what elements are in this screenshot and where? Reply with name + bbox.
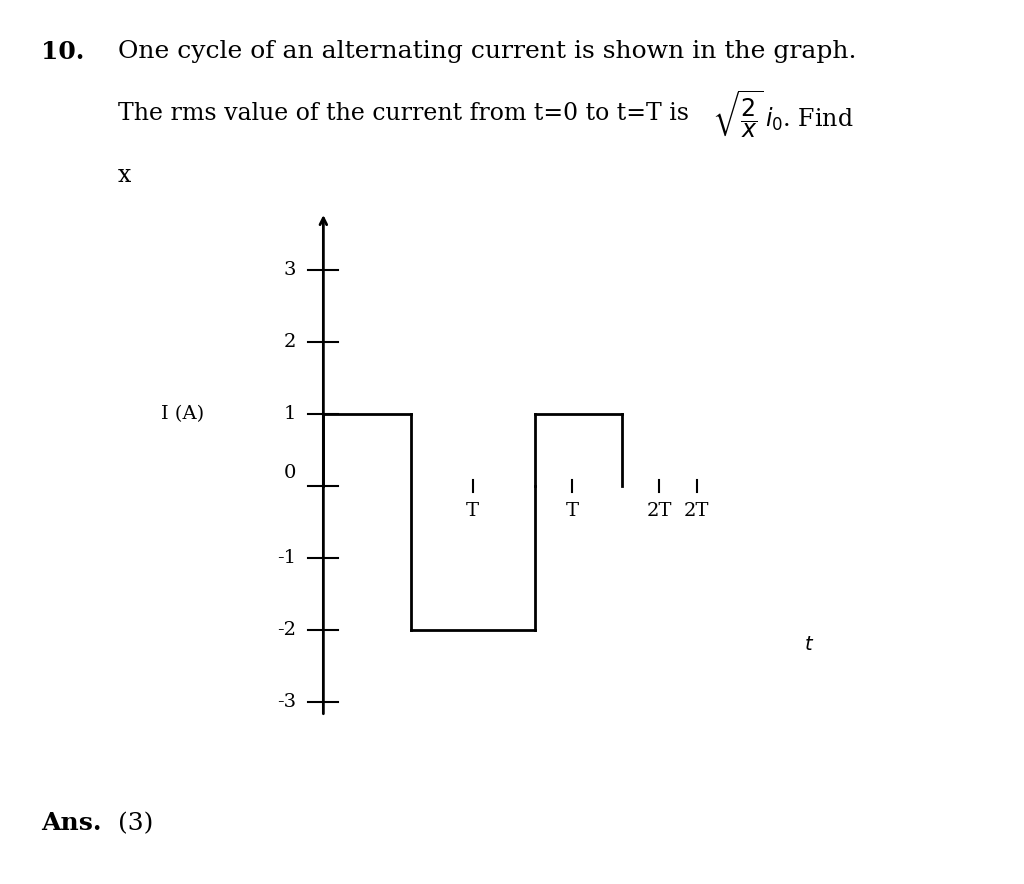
Text: 2T: 2T (684, 502, 710, 520)
Text: 1: 1 (284, 405, 296, 423)
Text: 2: 2 (284, 333, 296, 351)
Text: 0: 0 (284, 464, 296, 483)
Text: 10.: 10. (41, 40, 84, 64)
Text: T: T (566, 502, 579, 520)
Text: I (A): I (A) (161, 405, 204, 423)
Text: x: x (118, 164, 131, 187)
Text: 3: 3 (284, 261, 296, 278)
Text: One cycle of an alternating current is shown in the graph.: One cycle of an alternating current is s… (118, 40, 856, 63)
Text: T: T (466, 502, 479, 520)
Text: The rms value of the current from t=0 to t=T is: The rms value of the current from t=0 to… (118, 102, 689, 125)
Text: -2: -2 (276, 621, 296, 639)
Text: (3): (3) (118, 812, 154, 835)
Text: -3: -3 (276, 693, 296, 711)
Text: -1: -1 (276, 549, 296, 567)
Text: $t$: $t$ (804, 635, 814, 654)
Text: 2T: 2T (647, 502, 672, 520)
Text: Ans.: Ans. (41, 812, 101, 835)
Text: $\sqrt{\dfrac{2}{x}}\,i_{0}$. Find: $\sqrt{\dfrac{2}{x}}\,i_{0}$. Find (712, 88, 853, 141)
